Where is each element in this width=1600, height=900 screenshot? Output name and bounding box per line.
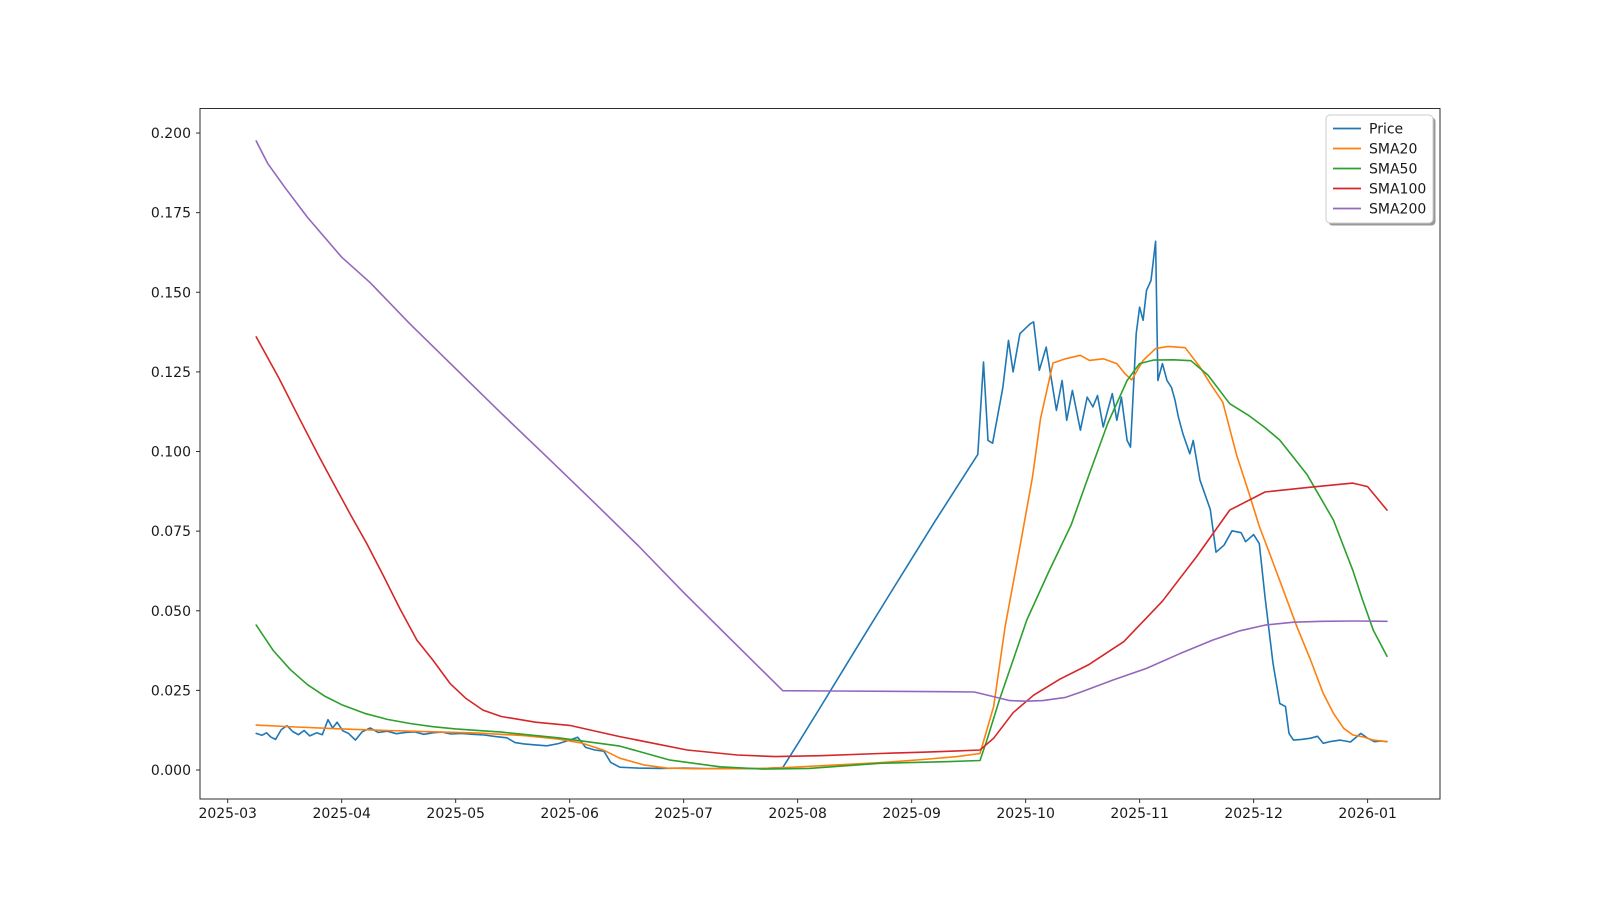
sma50-line [255, 358, 1388, 770]
legend-label-sma20: SMA20 [1369, 142, 1417, 158]
y-tick-label: 0.125 [151, 365, 191, 381]
y-tick-label: 0.050 [151, 604, 191, 620]
sma100-line [255, 336, 1388, 758]
plot-area [200, 108, 1440, 799]
sma200-line [255, 140, 1388, 703]
legend-label-sma50: SMA50 [1369, 162, 1417, 178]
x-tick-label: 2025-08 [768, 806, 827, 822]
x-tick-label: 2025-10 [996, 806, 1055, 822]
x-tick-label: 2025-06 [540, 806, 599, 822]
x-tick-label: 2025-09 [882, 806, 941, 822]
x-tick-label: 2025-07 [654, 806, 713, 822]
legend-label-sma200: SMA200 [1369, 202, 1426, 218]
legend-label-price: Price [1369, 122, 1403, 138]
sma20-line [255, 345, 1388, 770]
y-tick-label: 0.075 [151, 524, 191, 540]
y-tick-label: 0.175 [151, 206, 191, 222]
y-tick-label: 0.100 [151, 445, 191, 461]
x-tick-label: 2025-11 [1110, 806, 1169, 822]
price-line [255, 240, 1388, 770]
x-tick-label: 2025-03 [198, 806, 257, 822]
y-tick-label: 0.000 [151, 763, 191, 779]
y-tick-label: 0.150 [151, 285, 191, 301]
x-tick-label: 2025-05 [426, 806, 485, 822]
y-tick-label: 0.025 [151, 683, 191, 699]
legend-label-sma100: SMA100 [1369, 182, 1426, 198]
x-tick-label: 2025-12 [1224, 806, 1283, 822]
x-tick-label: 2026-01 [1338, 806, 1397, 822]
axes-spines [199, 108, 1441, 800]
x-tick-label: 2025-04 [312, 806, 371, 822]
legend-box [1325, 114, 1434, 224]
y-tick-label: 0.200 [151, 126, 191, 142]
